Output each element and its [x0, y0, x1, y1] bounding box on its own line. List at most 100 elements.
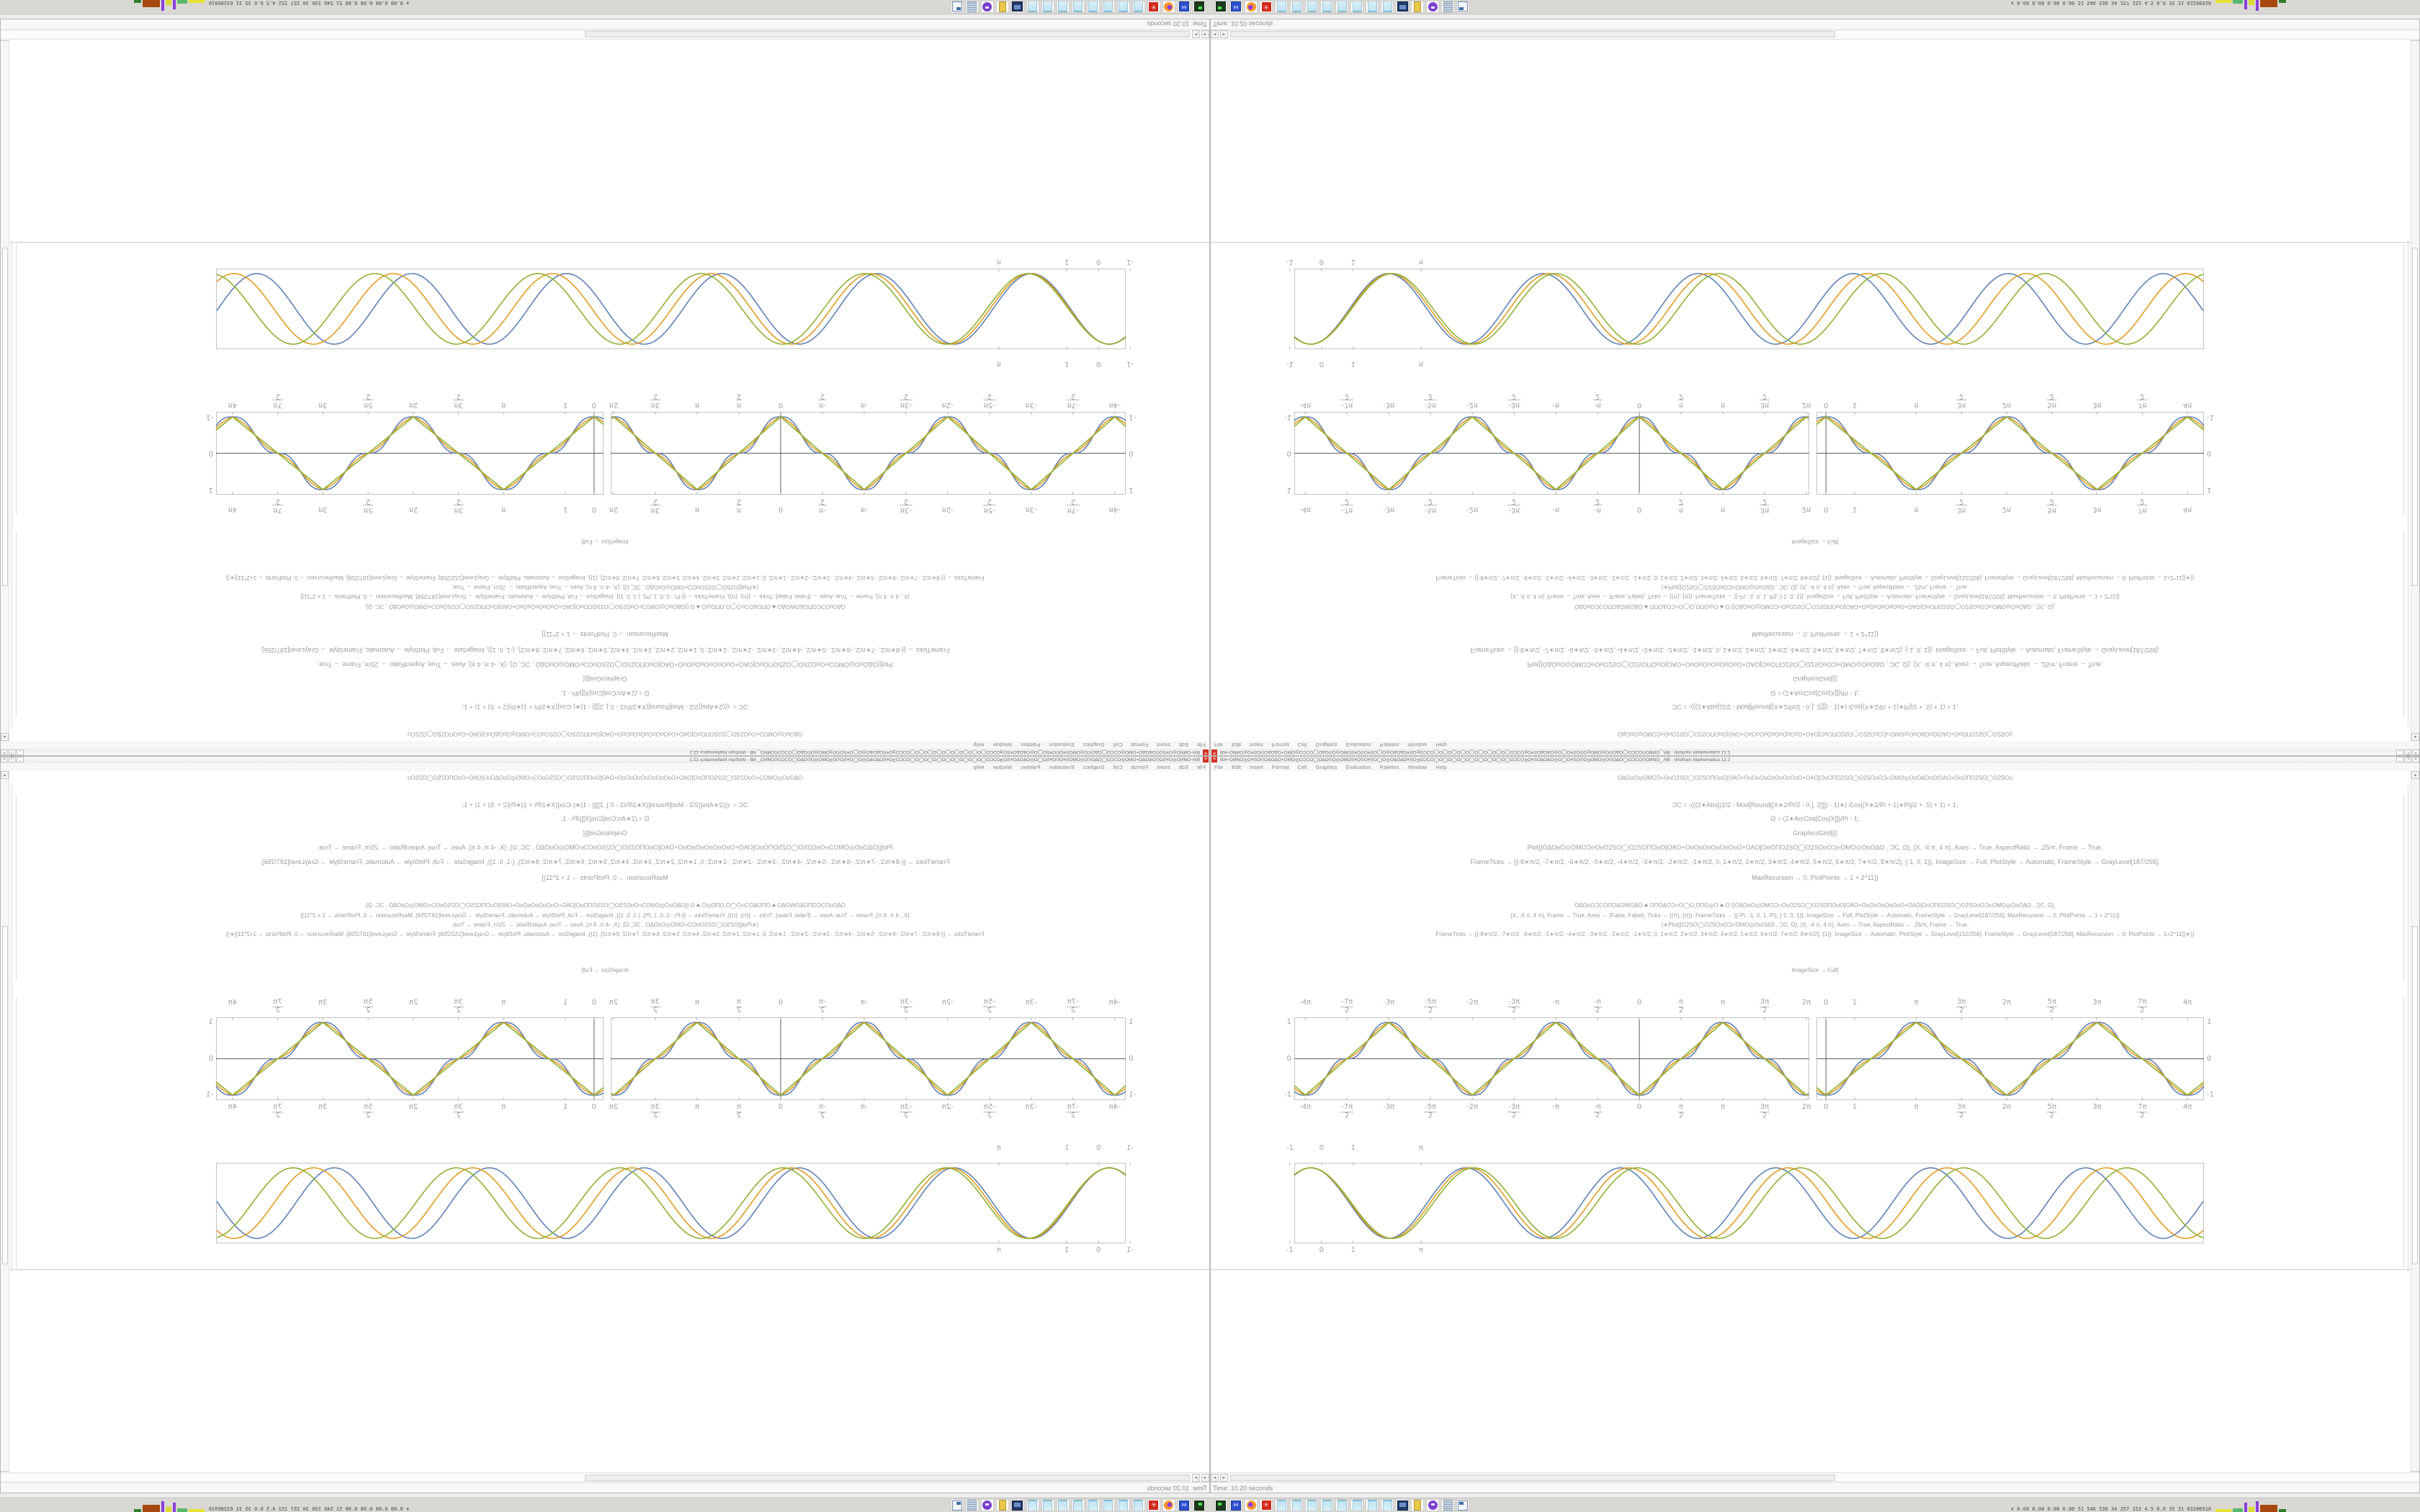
taskbar-button-notepad[interactable]	[1350, 1, 1363, 13]
vertical-scroll-thumb[interactable]	[2412, 248, 2418, 586]
taskbar-button-scroll[interactable]	[1441, 1, 1454, 13]
menu-item-cell[interactable]: Cell	[1113, 742, 1123, 748]
menu-item-palettes[interactable]: Palettes	[1379, 742, 1399, 748]
taskbar-button-drive-green[interactable]	[1214, 1, 1227, 13]
taskbar-button-floppy-64[interactable]: 64	[1178, 1, 1191, 13]
menu-item-graphics[interactable]: Graphics	[1315, 742, 1337, 748]
taskbar-button-monitor[interactable]	[1011, 1, 1024, 13]
scroll-right-arrow[interactable]: ►	[1220, 1474, 1228, 1482]
menu-item-cell[interactable]: Cell	[1113, 764, 1123, 770]
taskbar-button-notepad[interactable]	[1117, 1, 1130, 13]
taskbar-button-notepad[interactable]	[1026, 1499, 1039, 1511]
taskbar-button-notepad[interactable]	[1335, 1, 1348, 13]
menu-item-help[interactable]: Help	[973, 764, 985, 770]
taskbar-button-firefox[interactable]	[1245, 1, 1258, 13]
horizontal-scroll-thumb[interactable]	[585, 1475, 1190, 1481]
taskbar-button-scroll[interactable]	[1441, 1499, 1454, 1511]
taskbar-button-notepad[interactable]	[1290, 1, 1303, 13]
taskbar-button-folder[interactable]	[1411, 1, 1424, 13]
taskbar-button-notepad[interactable]	[1132, 1, 1145, 13]
taskbar-button-monitor[interactable]	[1396, 1499, 1409, 1511]
menu-item-window[interactable]: Window	[1407, 742, 1428, 748]
taskbar-button-firefox[interactable]	[1162, 1499, 1175, 1511]
scroll-right-arrow[interactable]: ►	[1192, 30, 1200, 38]
scroll-up-arrow[interactable]: ▲	[1, 733, 9, 741]
vertical-scrollbar[interactable]: ▲ ▼	[2411, 32, 2419, 741]
scroll-up-arrow[interactable]: ▲	[1, 771, 9, 779]
taskbar-button-notepad[interactable]	[1117, 1499, 1130, 1511]
cell-bracket-output[interactable]	[16, 244, 17, 514]
scroll-left-arrow[interactable]: ◄	[1211, 30, 1219, 38]
horizontal-scroll-thumb[interactable]	[1230, 1475, 1835, 1481]
cell-bracket-output[interactable]	[2403, 244, 2404, 514]
minimize-button[interactable]: _	[17, 750, 24, 755]
cell-bracket-output[interactable]	[2403, 998, 2404, 1268]
close-button[interactable]: ✕	[1, 757, 8, 762]
taskbar-button-scroll[interactable]	[966, 1, 979, 13]
taskbar-button-folder[interactable]	[996, 1499, 1009, 1511]
vertical-scrollbar[interactable]: ▲ ▼	[1, 771, 9, 1480]
cell-bracket-code[interactable]	[16, 796, 17, 980]
menu-item-palettes[interactable]: Palettes	[1379, 764, 1399, 770]
horizontal-scrollbar[interactable]: ◄ ►	[0, 30, 1210, 40]
menu-item-edit[interactable]: Edit	[1232, 764, 1242, 770]
close-button[interactable]: ✕	[2412, 750, 2419, 755]
taskbar-button-notepad[interactable]	[1366, 1499, 1379, 1511]
menu-item-palettes[interactable]: Palettes	[1021, 764, 1041, 770]
taskbar-button-notepad[interactable]	[1072, 1, 1085, 13]
taskbar-button-notepad[interactable]	[1102, 1, 1115, 13]
horizontal-scroll-thumb[interactable]	[1230, 31, 1835, 37]
taskbar-button-notepad[interactable]	[1350, 1499, 1363, 1511]
menu-item-help[interactable]: Help	[1435, 742, 1447, 748]
taskbar-button-window[interactable]	[951, 1499, 964, 1511]
horizontal-scroll-thumb[interactable]	[585, 31, 1190, 37]
menu-item-insert[interactable]: Insert	[1157, 742, 1170, 748]
horizontal-scrollbar[interactable]: ◄ ►	[1210, 1472, 2420, 1482]
menu-item-edit[interactable]: Edit	[1232, 742, 1242, 748]
restore-button[interactable]: ❐	[2404, 750, 2411, 755]
restore-button[interactable]: ❐	[9, 750, 16, 755]
menu-item-insert[interactable]: Insert	[1250, 742, 1263, 748]
taskbar-button-window[interactable]	[1456, 1499, 1469, 1511]
restore-button[interactable]: ❐	[9, 757, 16, 762]
menu-item-file[interactable]: File	[1214, 764, 1224, 770]
menu-item-insert[interactable]: Insert	[1157, 764, 1170, 770]
vertical-scroll-thumb[interactable]	[2412, 926, 2418, 1264]
taskbar-button-folder[interactable]	[996, 1, 1009, 13]
taskbar-button-notepad[interactable]	[1290, 1499, 1303, 1511]
menu-item-edit[interactable]: Edit	[1178, 764, 1188, 770]
taskbar-button-monitor[interactable]	[1011, 1499, 1024, 1511]
taskbar-button-monitor[interactable]	[1396, 1, 1409, 13]
vertical-scroll-thumb[interactable]	[2, 926, 8, 1264]
menu-item-format[interactable]: Format	[1271, 764, 1289, 770]
menu-item-format[interactable]: Format	[1131, 742, 1149, 748]
minimize-button[interactable]: _	[2396, 750, 2403, 755]
cell-bracket-output[interactable]	[16, 998, 17, 1268]
menu-item-cell[interactable]: Cell	[1297, 764, 1307, 770]
cell-bracket-code[interactable]	[16, 532, 17, 716]
taskbar-button-notepad[interactable]	[1305, 1, 1318, 13]
close-button[interactable]: ✕	[2412, 757, 2419, 762]
menu-item-evaluation[interactable]: Evaluation	[1049, 764, 1075, 770]
taskbar-button-gear-red[interactable]: ✳	[1260, 1, 1273, 13]
taskbar-button-chat-purple[interactable]	[1426, 1499, 1439, 1511]
taskbar-button-notepad[interactable]	[1057, 1, 1070, 13]
taskbar-button-notepad[interactable]	[1102, 1499, 1115, 1511]
taskbar-button-gear-red[interactable]: ✳	[1147, 1, 1160, 13]
cell-bracket-code[interactable]	[2403, 532, 2404, 716]
menu-item-format[interactable]: Format	[1131, 764, 1149, 770]
taskbar-button-folder[interactable]	[1411, 1499, 1424, 1511]
vertical-scrollbar[interactable]: ▲ ▼	[2411, 771, 2419, 1480]
menu-item-window[interactable]: Window	[1407, 764, 1428, 770]
taskbar-button-notepad[interactable]	[1381, 1499, 1394, 1511]
menu-item-file[interactable]: File	[1214, 742, 1224, 748]
scroll-left-arrow[interactable]: ◄	[1201, 1474, 1209, 1482]
taskbar-button-drive-green[interactable]	[1193, 1499, 1206, 1511]
menu-item-evaluation[interactable]: Evaluation	[1345, 742, 1371, 748]
taskbar-button-window[interactable]	[1456, 1, 1469, 13]
menu-item-evaluation[interactable]: Evaluation	[1345, 764, 1371, 770]
taskbar-button-notepad[interactable]	[1366, 1, 1379, 13]
taskbar-button-drive-green[interactable]	[1214, 1499, 1227, 1511]
taskbar-button-notepad[interactable]	[1320, 1, 1333, 13]
scroll-right-arrow[interactable]: ►	[1192, 1474, 1200, 1482]
